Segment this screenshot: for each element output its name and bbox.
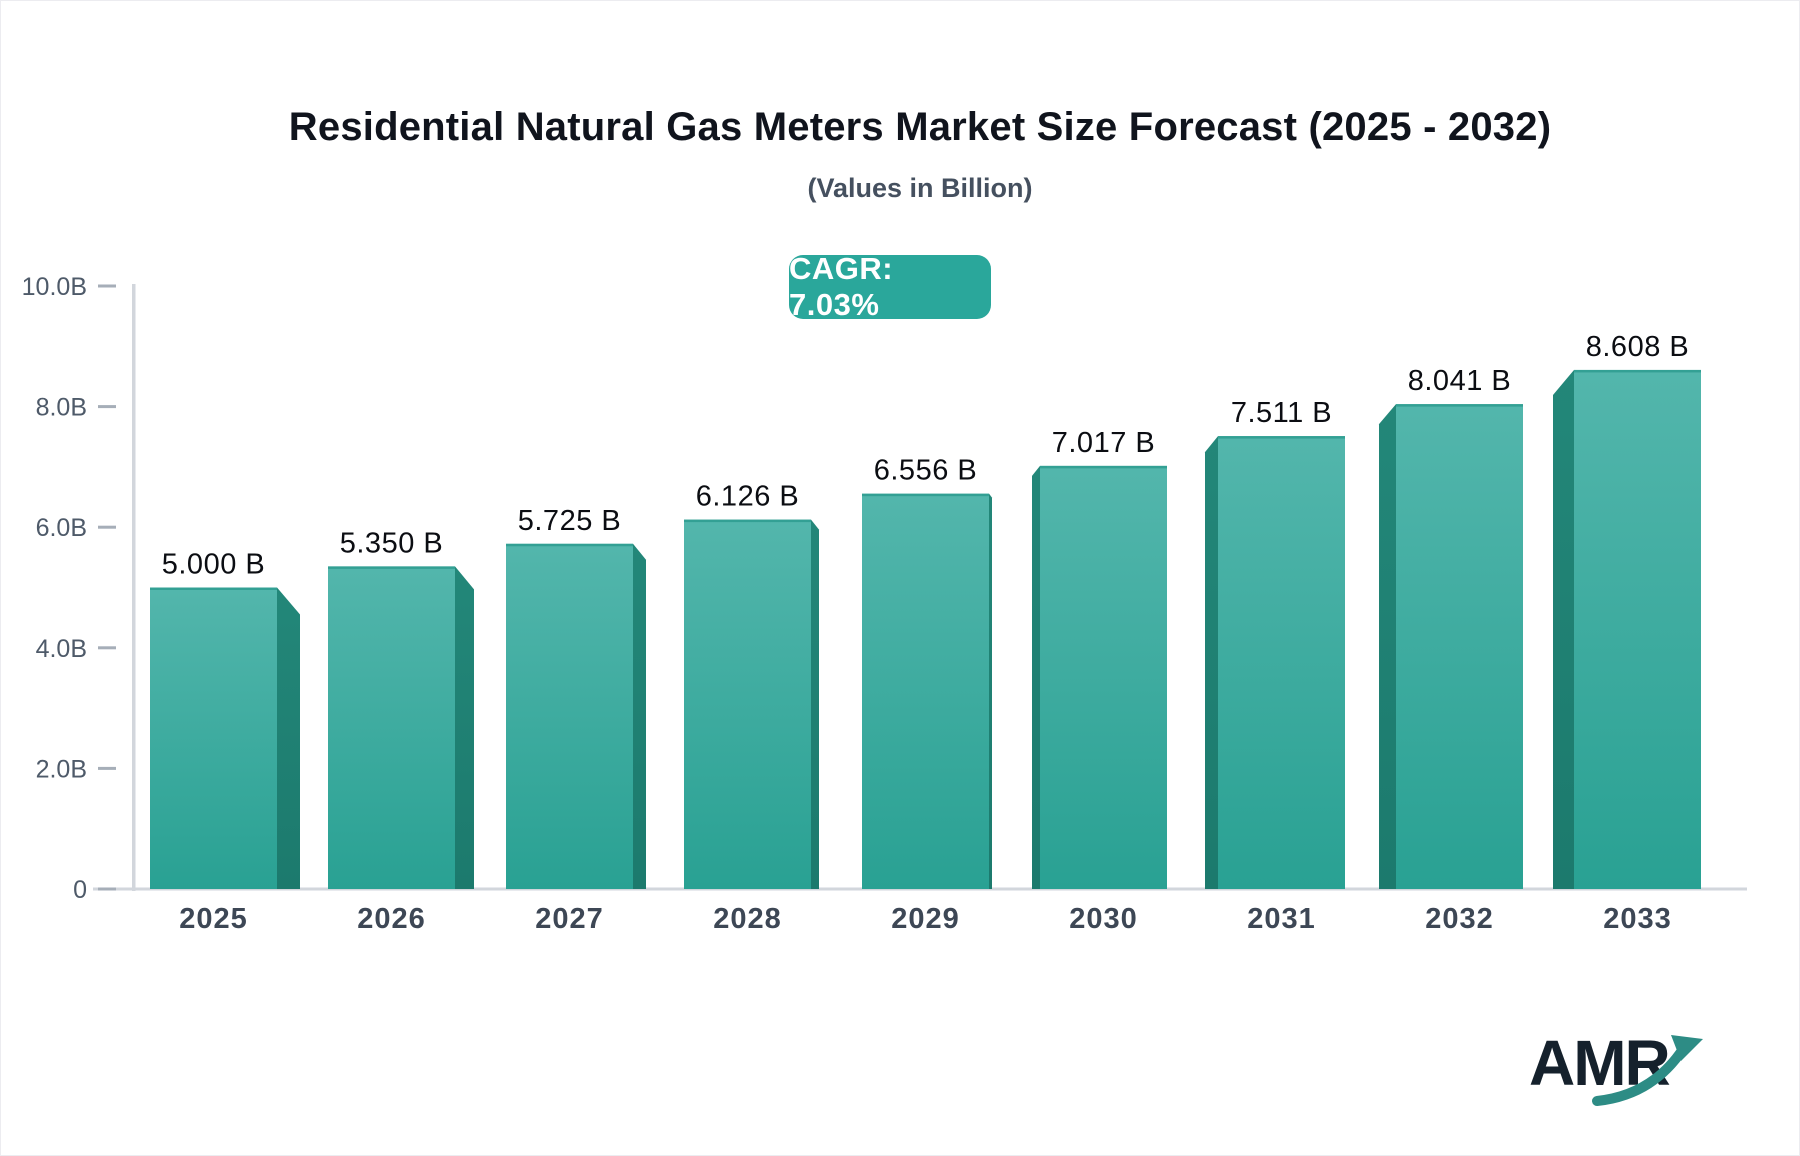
bar-top-edge: [684, 519, 811, 523]
y-tick-mark: [98, 284, 116, 288]
x-tick-label-2032: 2032: [1425, 903, 1494, 935]
x-tick-label-2031: 2031: [1247, 903, 1316, 935]
y-tick-label: 0: [73, 876, 87, 904]
bar-2029[interactable]: 6.556 B 2029: [862, 455, 992, 935]
x-tick-label-2027: 2027: [535, 903, 604, 935]
chart-title: Residential Natural Gas Meters Market Si…: [288, 105, 1552, 149]
bar-front-face: [1574, 369, 1701, 889]
bar-front-face: [1396, 404, 1523, 889]
y-tick-label: 10.0B: [22, 273, 87, 301]
y-tick-mark: [98, 766, 116, 770]
amr-logo-arrow-icon: [1592, 1035, 1703, 1106]
bar-top-edge: [1218, 436, 1345, 439]
bar-2033[interactable]: 8.608 B 2033: [1553, 331, 1701, 935]
chart-subtitle: (Values in Billion): [807, 173, 1033, 203]
x-tick-label-2026: 2026: [357, 903, 426, 935]
bar-2026[interactable]: 5.350 B 2026: [328, 527, 474, 935]
bar-front-face: [1218, 436, 1345, 889]
y-tick-label: 2.0B: [36, 755, 87, 783]
y-tick-label: 4.0B: [36, 635, 87, 663]
bar-side-face: [1205, 436, 1218, 889]
bar-side-face: [633, 543, 646, 889]
y-tick-mark: [98, 525, 116, 529]
y-tick-mark: [98, 646, 116, 650]
y-axis-line: [132, 284, 136, 891]
bar-side-face: [1032, 465, 1040, 889]
y-tick-mark: [98, 405, 116, 409]
bar-side-face: [277, 587, 300, 889]
bar-value-label: 5.350 B: [340, 527, 443, 559]
x-tick-label-2033: 2033: [1603, 903, 1672, 935]
bar-side-face: [455, 566, 474, 889]
bar-2032[interactable]: 8.041 B 2032: [1379, 365, 1523, 935]
bar-value-label: 6.556 B: [874, 455, 977, 487]
bar-front-face: [684, 519, 811, 889]
cagr-badge: CAGR: 7.03%: [789, 251, 991, 322]
bar-side-face: [811, 519, 819, 889]
bar-top-edge: [150, 587, 277, 590]
bar-value-label: 8.608 B: [1586, 331, 1689, 363]
bar-front-face: [328, 566, 455, 889]
cagr-badge-label: CAGR: 7.03%: [789, 251, 894, 322]
x-tick-label-2028: 2028: [713, 903, 782, 935]
bar-value-label: 7.511 B: [1231, 397, 1332, 429]
y-tick-mark: [98, 887, 116, 891]
bar-front-face: [506, 543, 633, 889]
bar-side-face: [1379, 404, 1396, 889]
bar-top-edge: [1574, 369, 1701, 373]
x-tick-label-2025: 2025: [179, 903, 248, 935]
y-tick-label: 6.0B: [36, 514, 87, 542]
bar-value-label: 6.126 B: [696, 481, 799, 513]
bar-side-face: [989, 493, 992, 889]
bar-value-label: 5.000 B: [162, 549, 265, 581]
x-tick-label-2029: 2029: [891, 903, 960, 935]
bar-side-face: [1553, 369, 1574, 889]
bar-2025[interactable]: 5.000 B 2025: [150, 549, 300, 936]
bar-2028[interactable]: 6.126 B 2028: [684, 481, 819, 935]
x-tick-label-2030: 2030: [1069, 903, 1138, 935]
bar-front-face: [150, 587, 277, 889]
amr-logo: AMR: [1529, 1031, 1719, 1121]
bar-front-face: [1040, 465, 1167, 889]
bar-value-label: 8.041 B: [1408, 365, 1511, 397]
bar-2027[interactable]: 5.725 B 2027: [506, 505, 646, 935]
bar-front-face: [862, 493, 989, 889]
bar-2030[interactable]: 7.017 B 2030: [1032, 427, 1167, 935]
bar-top-edge: [862, 493, 989, 497]
y-tick-label: 8.0B: [36, 394, 87, 422]
bar-value-label: 7.017 B: [1052, 427, 1155, 459]
bar-2031[interactable]: 7.511 B 2031: [1205, 397, 1345, 935]
bar-top-edge: [328, 566, 455, 569]
bar-top-edge: [1040, 465, 1167, 469]
bar-top-edge: [506, 543, 633, 547]
bar-top-edge: [1396, 404, 1523, 407]
bar-value-label: 5.725 B: [518, 505, 621, 537]
